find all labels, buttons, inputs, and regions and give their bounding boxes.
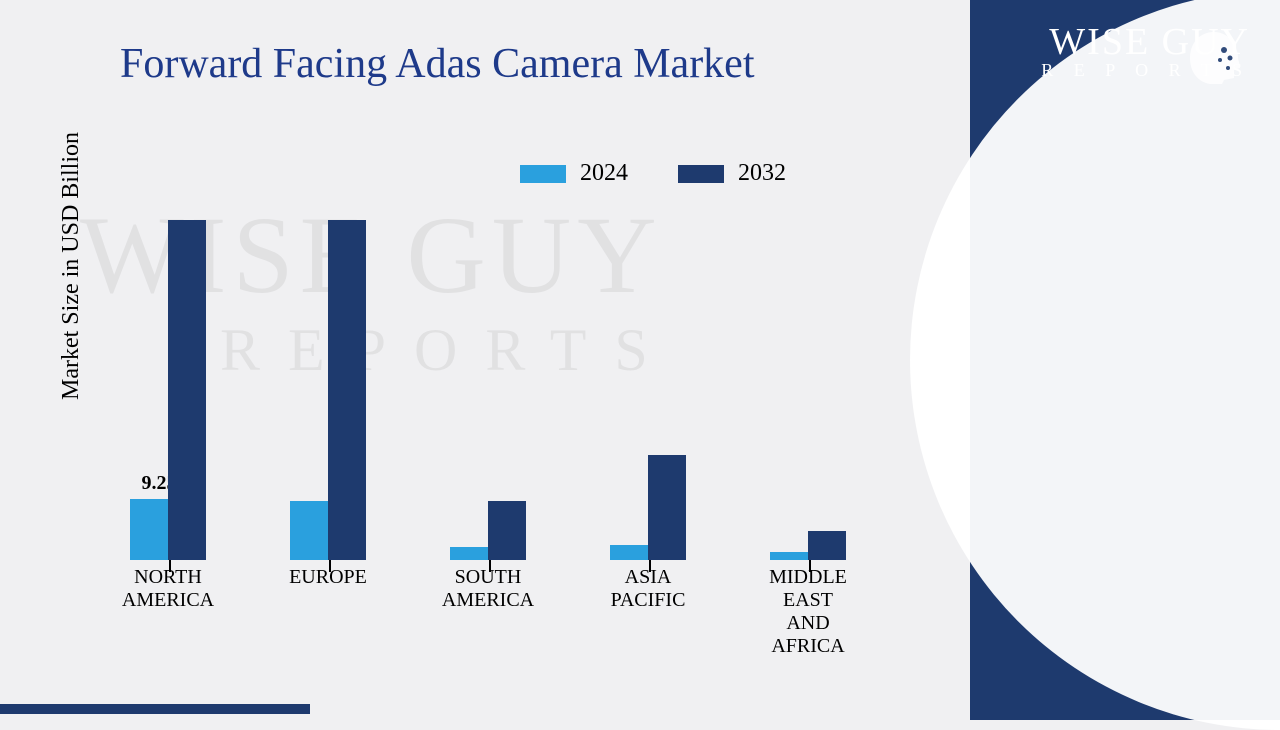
bar-2032 (488, 501, 526, 560)
legend-label: 2032 (738, 160, 786, 187)
bar-2024: 9.25 (130, 499, 168, 560)
chart-title: Forward Facing Adas Camera Market (120, 40, 755, 88)
bar-group (280, 200, 380, 560)
bar-group (760, 200, 860, 560)
x-tick-label: ASIAPACIFIC (578, 566, 718, 612)
bar-2032 (808, 531, 846, 560)
y-axis-label: Market Size in USD Billion (58, 132, 85, 400)
panel-curve (910, 0, 1280, 730)
legend-item: 2032 (678, 160, 786, 187)
head-icon (1184, 28, 1244, 88)
legend: 2024 2032 (520, 160, 786, 187)
legend-swatch-2024 (520, 165, 566, 183)
bar-group (440, 200, 540, 560)
bottom-accent-bar (0, 704, 310, 714)
bar-chart: 9.25 (100, 200, 930, 560)
x-tick-label: MIDDLEEASTANDAFRICA (738, 566, 878, 658)
legend-swatch-2032 (678, 165, 724, 183)
bar-2024 (290, 501, 328, 560)
bar-2024 (770, 552, 808, 560)
x-tick-label: EUROPE (258, 566, 398, 589)
bar-2032 (168, 220, 206, 560)
brand-logo: WISE GUY R E P O R T S (1041, 20, 1250, 81)
bar-2024 (610, 545, 648, 560)
legend-label: 2024 (580, 160, 628, 187)
bar-2032 (328, 220, 366, 560)
bar-group: 9.25 (120, 200, 220, 560)
bar-2032 (648, 455, 686, 560)
plot-area: 9.25 (100, 200, 930, 560)
bar-group (600, 200, 700, 560)
x-tick-label: SOUTHAMERICA (418, 566, 558, 612)
x-tick-label: NORTHAMERICA (98, 566, 238, 612)
legend-item: 2024 (520, 160, 628, 187)
bar-2024 (450, 547, 488, 560)
